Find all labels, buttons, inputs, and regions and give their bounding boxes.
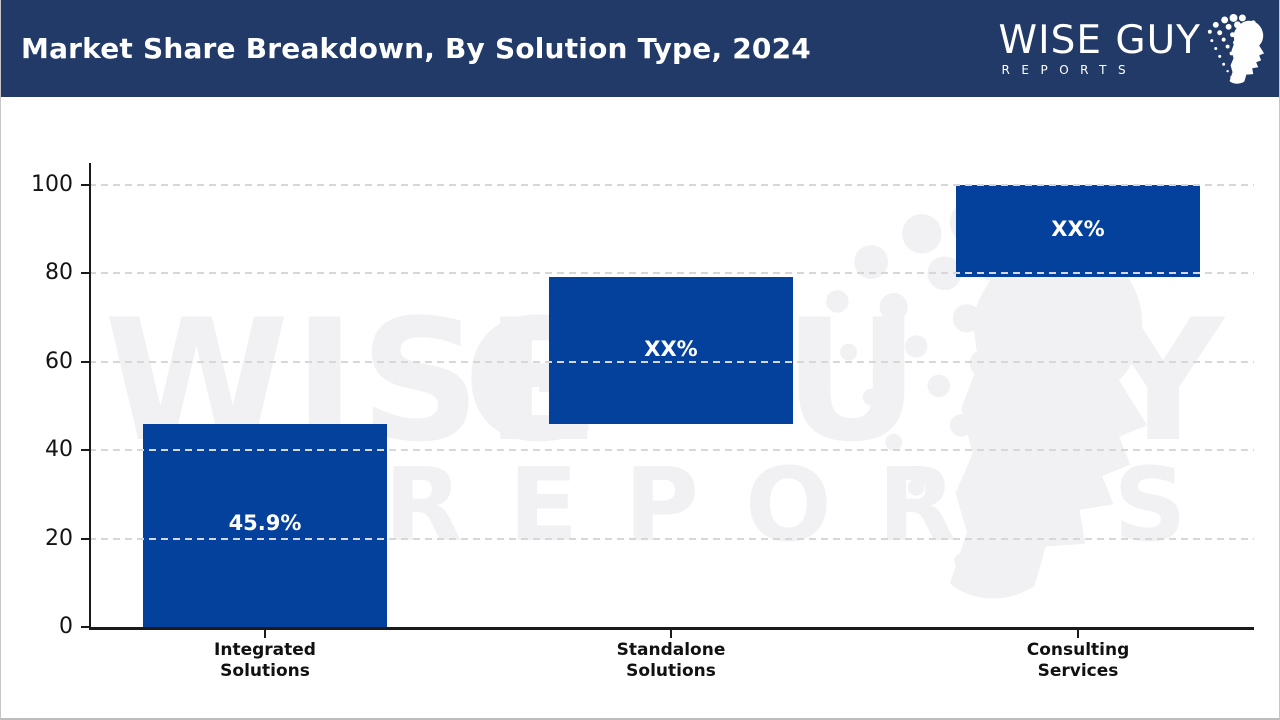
gridline-100 — [89, 183, 1254, 186]
y-tick-60 — [81, 360, 89, 363]
y-tick-40 — [81, 449, 89, 451]
wiseguy-logo: WISE GUY REPORTS — [999, 13, 1267, 84]
y-tick-80 — [81, 272, 89, 274]
x-tick-3 — [1077, 630, 1079, 638]
x-category-label: Integrated Solutions — [214, 640, 316, 682]
y-tick-20 — [81, 537, 89, 540]
y-tick-label: 20 — [45, 525, 73, 551]
bar-value-label: XX% — [1051, 217, 1105, 242]
logo-wordmark-line2: REPORTS — [1001, 62, 1138, 77]
x-tick-1 — [264, 630, 266, 638]
header-banner: Market Share Breakdown, By Solution Type… — [1, 0, 1279, 97]
y-tick-label: 40 — [45, 437, 73, 462]
gridline-20 — [89, 537, 1254, 540]
gridline-80 — [89, 272, 1254, 274]
bar-value-label: XX% — [644, 336, 698, 361]
y-axis-line — [89, 163, 91, 627]
logo-head-icon — [1207, 13, 1265, 84]
y-tick-100 — [81, 183, 89, 186]
bar-value-label: 45.9% — [228, 511, 302, 536]
x-category-label: Consulting Services — [1026, 640, 1130, 682]
gridline-60 — [89, 360, 1254, 363]
chart-title: Market Share Breakdown, By Solution Type… — [21, 32, 811, 65]
y-tick-0 — [81, 626, 89, 628]
gridline-40 — [89, 449, 1254, 451]
logo-wordmark-line1: WISE GUY — [998, 17, 1201, 63]
y-tick-label: 60 — [45, 348, 73, 374]
bar-segment-3 — [956, 185, 1200, 278]
logo-wordmark: WISE GUY REPORTS — [999, 21, 1201, 77]
x-category-label: Standalone Solutions — [616, 640, 726, 682]
bar-segment-1 — [143, 423, 387, 627]
bar-segment-2 — [549, 277, 793, 424]
x-axis-line — [89, 627, 1254, 630]
y-tick-label: 0 — [59, 614, 73, 639]
y-tick-label: 80 — [45, 260, 73, 285]
y-tick-label: 100 — [31, 171, 73, 197]
x-tick-2 — [670, 630, 672, 638]
